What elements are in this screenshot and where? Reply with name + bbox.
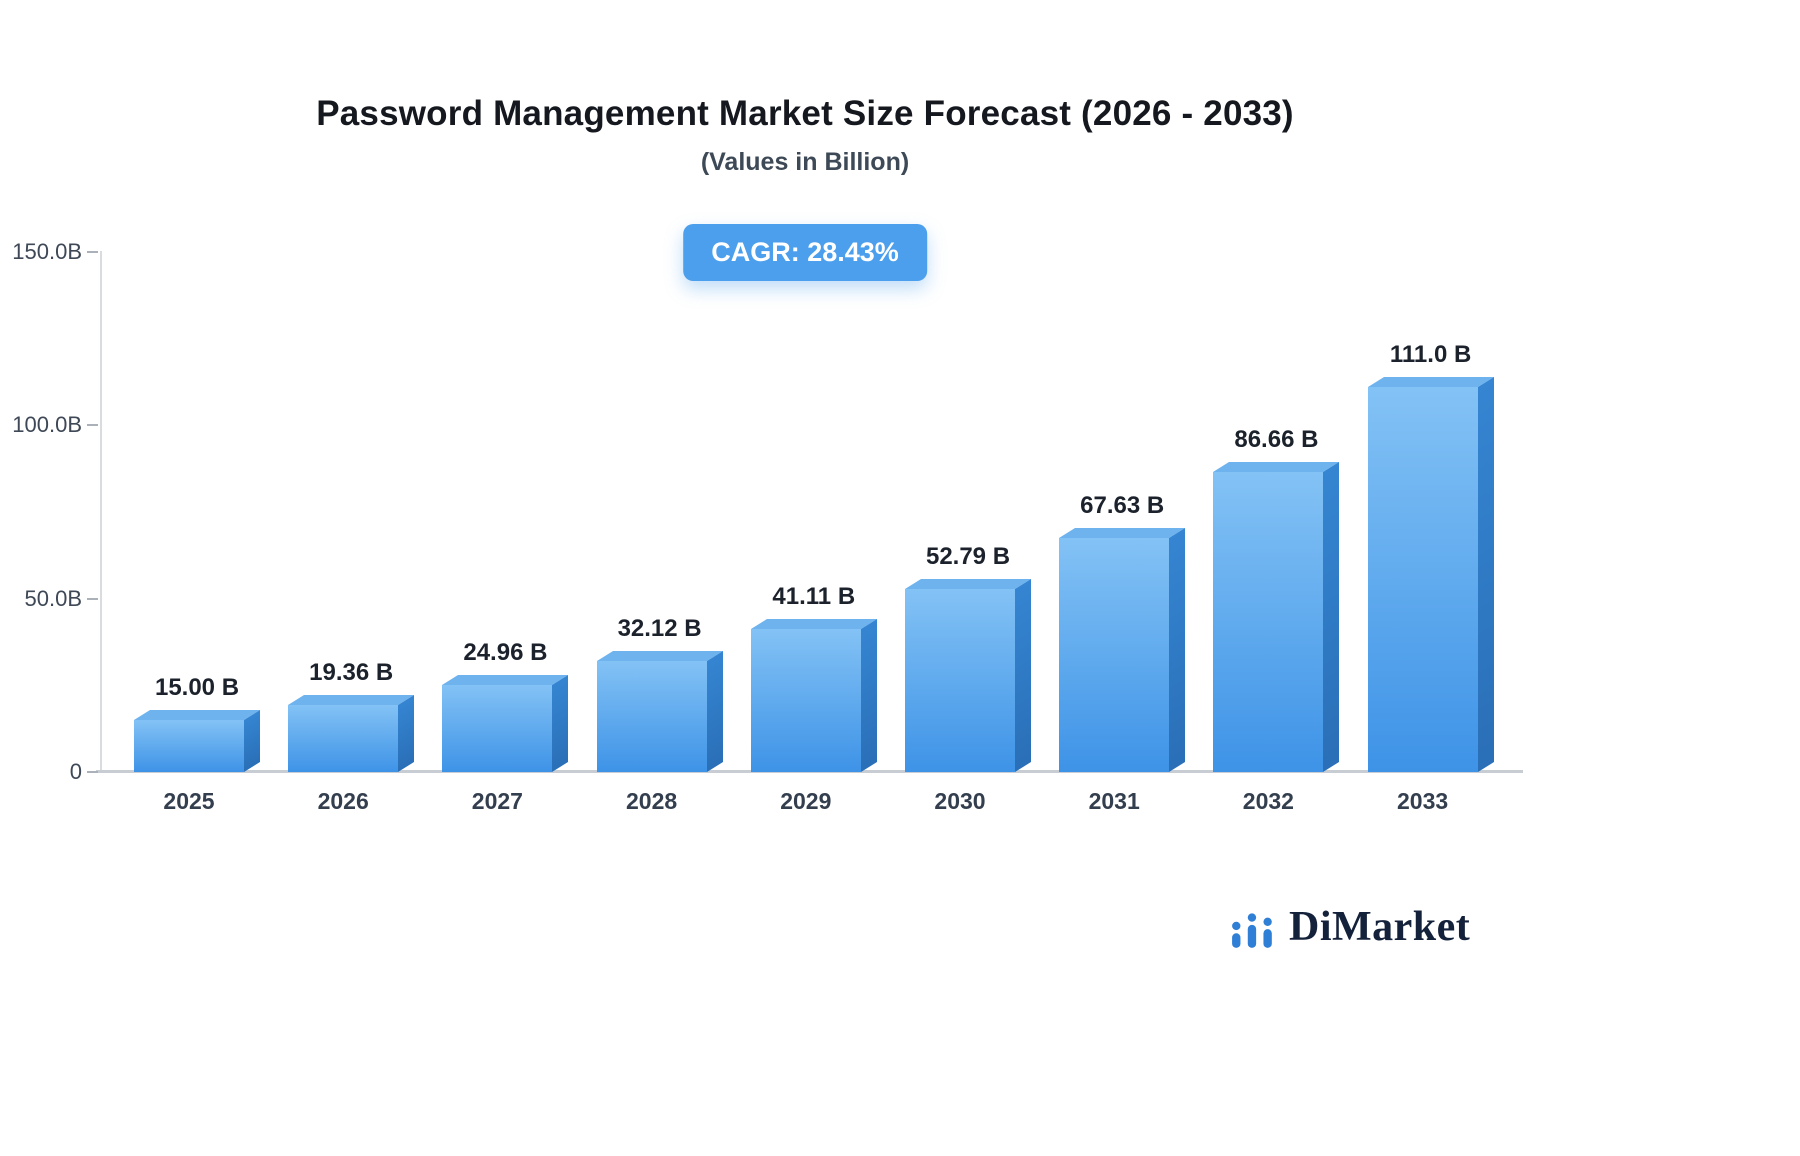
bar-2025: 15.00 B bbox=[134, 674, 261, 772]
y-axis-tick bbox=[87, 424, 98, 427]
bar-2032: 86.66 B bbox=[1213, 426, 1340, 772]
bar-value-label: 19.36 B bbox=[309, 659, 394, 686]
bar-top-face bbox=[134, 710, 261, 720]
chart-subtitle: (Values in Billion) bbox=[700, 148, 910, 176]
bar-2028: 32.12 B bbox=[596, 615, 723, 772]
chart-title: Password Management Market Size Forecast… bbox=[316, 94, 1294, 133]
bar-side-face bbox=[1477, 377, 1494, 772]
bar-front-face bbox=[750, 629, 861, 772]
bar-top-face bbox=[288, 695, 415, 705]
bar-front-face bbox=[134, 720, 244, 772]
y-axis-line bbox=[100, 251, 102, 772]
y-axis-label-100: 100.0B bbox=[12, 412, 82, 438]
y-axis-tick bbox=[87, 597, 98, 600]
bar-side-face bbox=[860, 619, 877, 772]
bar-front-face bbox=[1367, 387, 1478, 772]
bar-value-label: 41.11 B bbox=[772, 583, 856, 610]
x-axis-label-2031: 2031 bbox=[1088, 788, 1140, 814]
bar-value-label: 24.96 B bbox=[463, 639, 548, 666]
bar-2033: 111.0 B bbox=[1367, 341, 1494, 772]
x-axis-label-2033: 2033 bbox=[1397, 788, 1449, 814]
bar-front-face bbox=[905, 589, 1015, 772]
bar-top-face bbox=[596, 651, 723, 661]
x-axis-label-2026: 2026 bbox=[317, 788, 369, 814]
bar-top-face bbox=[750, 619, 877, 629]
y-axis-label-50: 50.0B bbox=[24, 585, 83, 611]
bar-2030: 52.79 B bbox=[905, 543, 1032, 772]
y-axis-tick bbox=[87, 771, 98, 773]
x-axis-label-2025: 2025 bbox=[163, 788, 215, 814]
x-axis-label-2029: 2029 bbox=[780, 788, 832, 814]
bar-top-face bbox=[905, 579, 1032, 589]
x-axis-label-2027: 2027 bbox=[471, 788, 523, 814]
bar-value-label: 15.00 B bbox=[154, 674, 240, 701]
bar-value-label: 86.66 B bbox=[1234, 426, 1319, 453]
bar-side-face bbox=[552, 675, 569, 772]
bar-side-face bbox=[244, 710, 260, 772]
bar-front-face bbox=[442, 685, 553, 772]
x-axis-label-2030: 2030 bbox=[934, 788, 986, 814]
bar-front-face bbox=[1059, 538, 1170, 772]
x-axis-label-2032: 2032 bbox=[1242, 788, 1294, 814]
logo-text: DiMarket bbox=[1289, 904, 1471, 950]
y-axis-label-150: 150.0B bbox=[12, 239, 82, 264]
bar-side-face bbox=[706, 651, 723, 772]
bar-front-face bbox=[1213, 472, 1324, 772]
bar-top-face bbox=[1367, 377, 1494, 387]
bar-side-face bbox=[1015, 579, 1031, 772]
bar-top-face bbox=[1213, 462, 1340, 472]
bar-side-face bbox=[1169, 528, 1186, 772]
bar-value-label: 32.12 B bbox=[617, 615, 702, 642]
dimarket-logo: DiMarket bbox=[1230, 903, 1470, 951]
bar-front-face bbox=[596, 661, 707, 772]
bar-top-face bbox=[1059, 528, 1186, 538]
bar-2029: 41.11 B bbox=[750, 583, 877, 772]
bar-value-label: 111.0 B bbox=[1389, 341, 1472, 368]
bar-2027: 24.96 B bbox=[442, 639, 569, 772]
x-axis-label-2028: 2028 bbox=[626, 788, 678, 814]
y-axis-tick bbox=[87, 251, 98, 253]
bar-side-face bbox=[398, 695, 415, 772]
bar-value-label: 52.79 B bbox=[925, 543, 1011, 570]
bar-top-face bbox=[442, 675, 569, 685]
bar-value-label: 67.63 B bbox=[1080, 492, 1165, 519]
bar-chart-dots-icon bbox=[1230, 904, 1276, 950]
bar-front-face bbox=[288, 705, 399, 772]
bar-side-face bbox=[1323, 462, 1340, 772]
bar-2026: 19.36 B bbox=[288, 659, 415, 772]
bar-2031: 67.63 B bbox=[1059, 492, 1186, 772]
y-axis-label-0: 0 bbox=[69, 759, 82, 784]
cagr-badge: CAGR: 28.43% bbox=[683, 224, 927, 281]
